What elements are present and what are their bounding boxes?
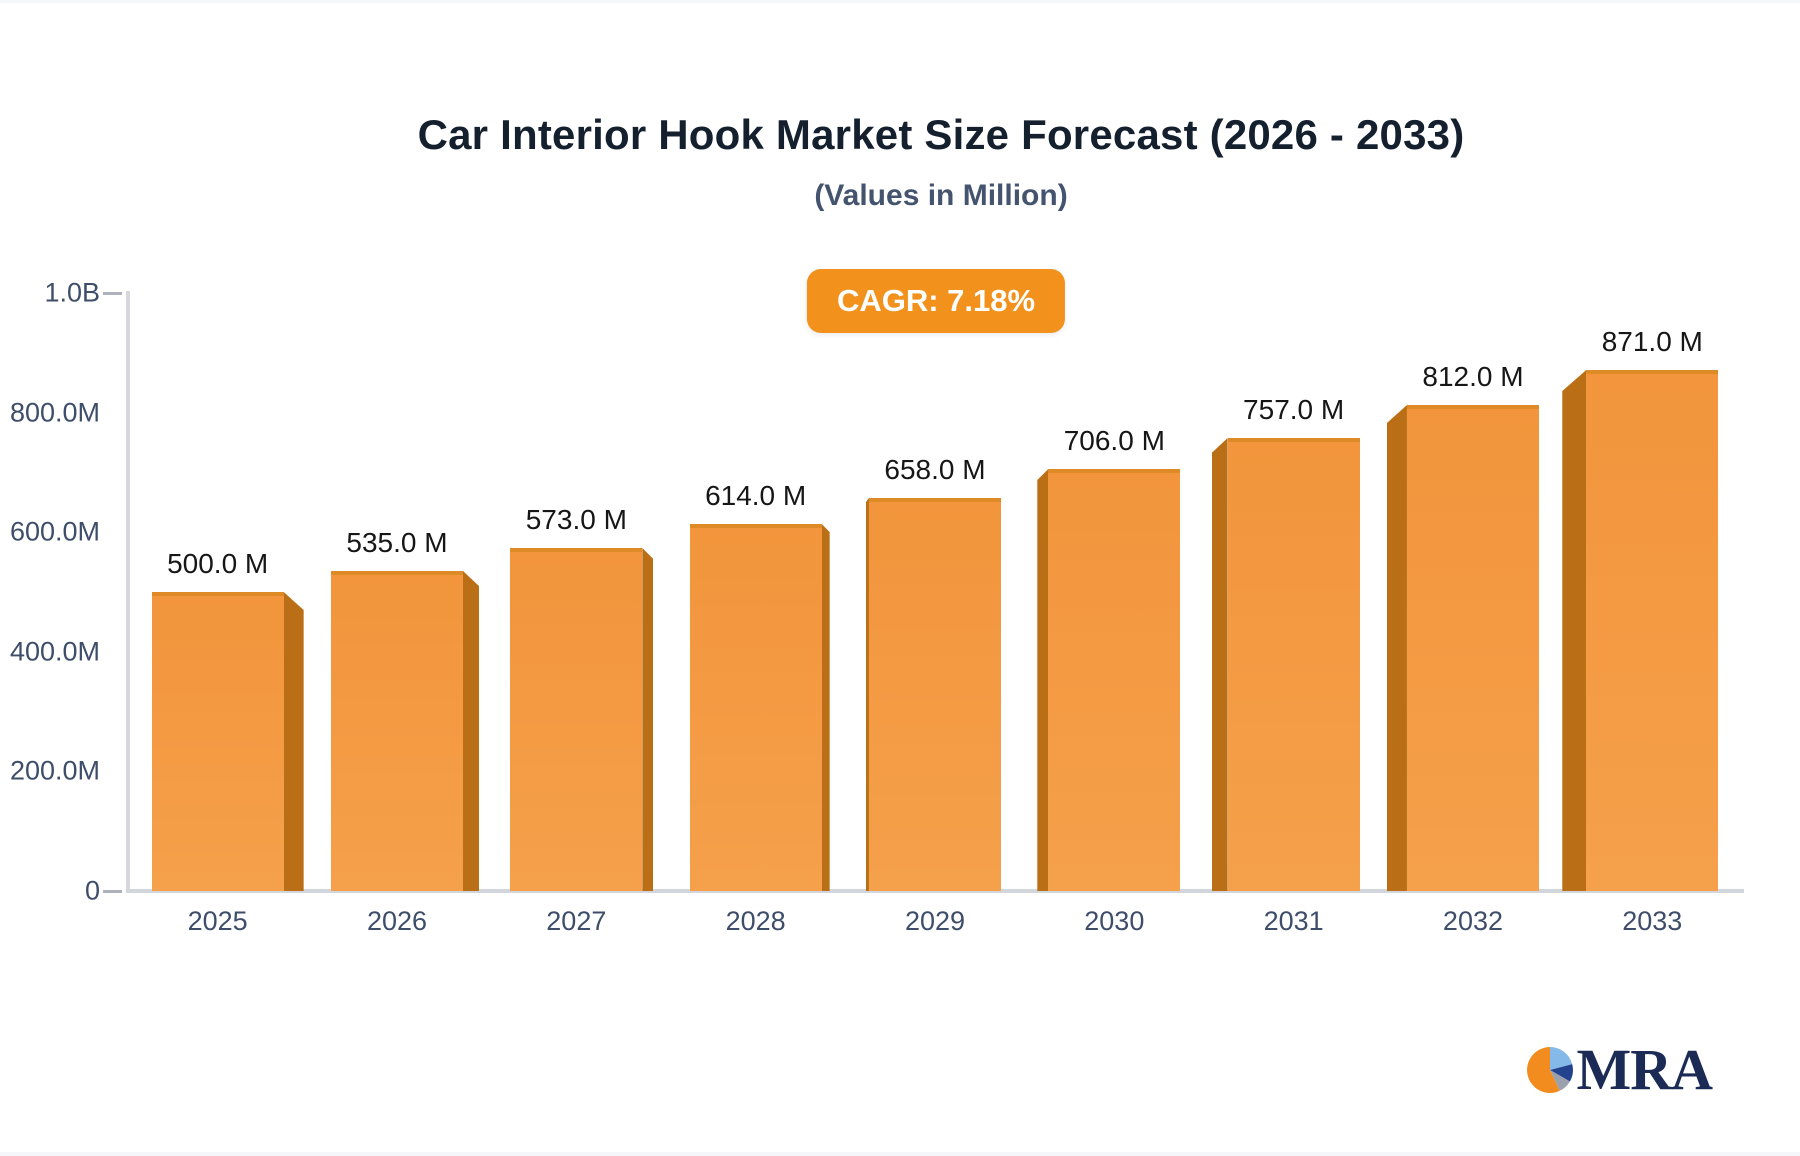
bar-face [868, 498, 1001, 891]
bar-face [1048, 469, 1181, 891]
bar-face [1586, 370, 1719, 891]
bar-group: 535.0 M [307, 293, 486, 891]
bar-group: 812.0 M [1383, 293, 1562, 891]
bar-side-3d [1562, 370, 1587, 891]
bar-side-3d [821, 524, 830, 891]
bar-side-3d [1037, 469, 1049, 891]
y-tick-label: 600.0M [9, 516, 100, 547]
bar [865, 498, 1001, 891]
bar [1386, 405, 1539, 891]
chart-title: Car Interior Hook Market Size Forecast (… [417, 111, 1465, 158]
mra-logo-text: MRA [1576, 1037, 1713, 1102]
bar-group: 573.0 M [487, 293, 666, 891]
y-axis-line [126, 291, 130, 891]
x-tick-label: 2029 [904, 906, 966, 936]
bar-group: 871.0 M [1562, 293, 1742, 891]
cagr-badge: CAGR: 7.18% [806, 269, 1066, 333]
bar [151, 592, 304, 891]
bar-value-label: 614.0 M [705, 480, 807, 511]
bar [1037, 469, 1181, 891]
y-tick-dash [103, 292, 122, 295]
bar-face [1406, 405, 1539, 891]
bars-container: 500.0 M 535.0 M 573.0 M 614.0 M 658.0 M 706.0… [128, 293, 1742, 891]
bar-side-3d [865, 498, 869, 891]
bar-face [689, 524, 822, 891]
y-tick-label: 400.0M [9, 636, 100, 667]
bar-face [151, 592, 284, 891]
mra-logo: MRA [1526, 1037, 1713, 1102]
bar-group: 757.0 M [1204, 293, 1383, 891]
bar-side-3d [1386, 405, 1407, 891]
x-tick-label: 2030 [1084, 906, 1145, 936]
x-tick-label: 2031 [1263, 906, 1324, 936]
x-tick-label: 2027 [546, 906, 607, 936]
x-tick-label: 2025 [187, 906, 248, 936]
chart-subtitle: (Values in Million) [814, 179, 1068, 212]
bar [330, 571, 479, 891]
bar-group: 658.0 M [845, 293, 1024, 891]
bar-group: 500.0 M [128, 293, 307, 891]
x-axis-line [126, 889, 1744, 893]
bar-side-3d [283, 592, 304, 891]
bar [510, 548, 654, 891]
mra-pie-icon [1527, 1047, 1574, 1093]
bar-value-label: 871.0 M [1601, 326, 1703, 357]
x-axis-labels: 2025 2026 2027 2028 2029 2030 2031 2032 2033 [128, 906, 1742, 937]
x-tick-label: 2026 [366, 906, 428, 936]
bar-group: 706.0 M [1025, 293, 1204, 891]
y-tick-label: 200.0M [9, 755, 100, 786]
y-tick-label: 800.0M [9, 397, 100, 428]
y-tick-label: 1.0B [44, 277, 100, 308]
bar-side-3d [462, 571, 479, 891]
bar [1562, 370, 1719, 891]
y-tick-dash [103, 890, 122, 893]
bar-value-label: 812.0 M [1422, 361, 1524, 392]
bar-value-label: 757.0 M [1243, 394, 1345, 425]
x-tick-label: 2033 [1622, 906, 1683, 936]
bar [1211, 438, 1360, 891]
y-tick-label: 0 [84, 875, 100, 906]
bar-value-label: 658.0 M [884, 454, 986, 485]
bar-face [510, 548, 643, 891]
bar-face [330, 571, 463, 891]
bar-value-label: 706.0 M [1063, 425, 1165, 456]
x-tick-label: 2032 [1442, 906, 1503, 936]
x-tick-label: 2028 [725, 906, 786, 936]
bar-face [1227, 438, 1360, 891]
bar-side-3d [1211, 438, 1228, 891]
chart-card: Car Interior Hook Market Size Forecast (… [0, 3, 1800, 1152]
bar-value-label: 500.0 M [167, 548, 269, 579]
bar-group: 614.0 M [666, 293, 845, 891]
bar-value-label: 573.0 M [525, 504, 627, 535]
bar-value-label: 535.0 M [346, 527, 448, 558]
bar [689, 524, 830, 891]
bar-side-3d [642, 548, 654, 891]
